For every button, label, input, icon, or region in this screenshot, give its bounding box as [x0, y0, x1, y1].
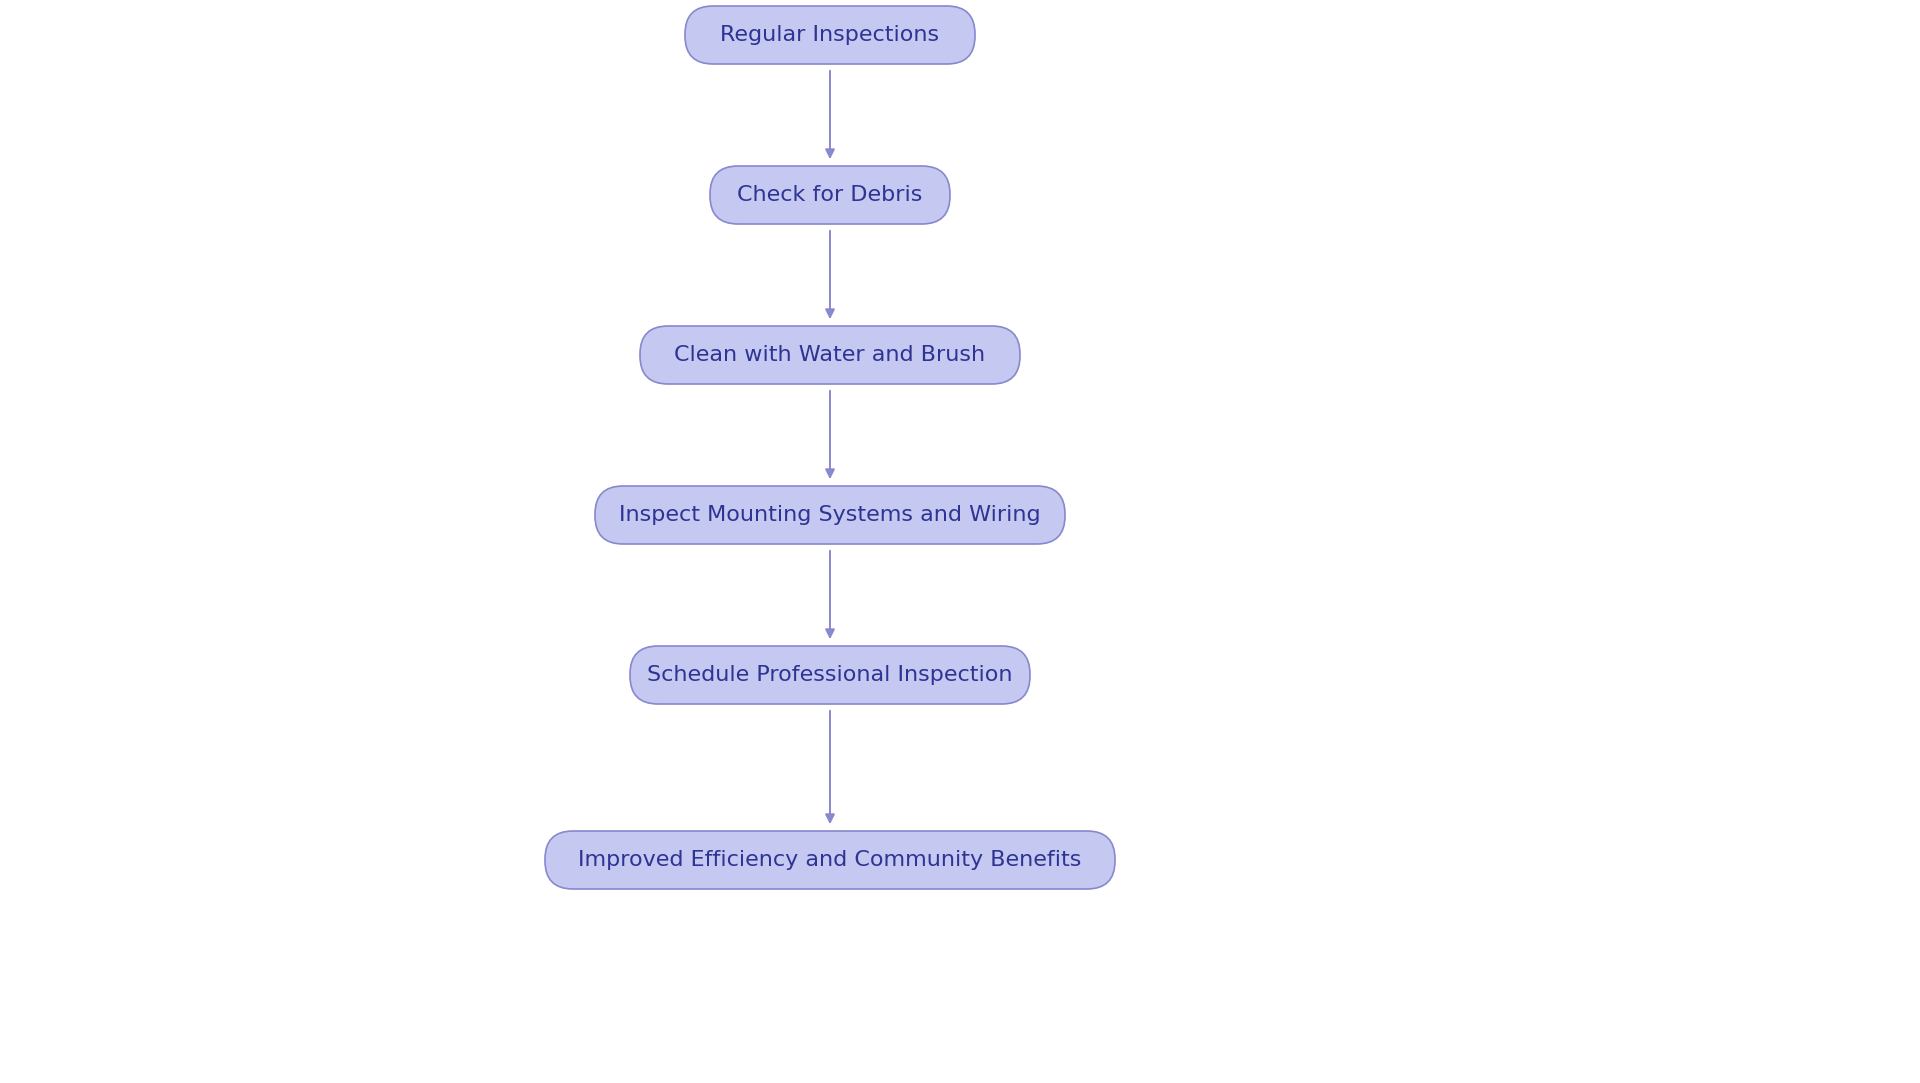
Text: Regular Inspections: Regular Inspections — [720, 25, 939, 45]
FancyBboxPatch shape — [630, 645, 1029, 704]
Text: Inspect Mounting Systems and Wiring: Inspect Mounting Systems and Wiring — [618, 505, 1041, 525]
Text: Clean with Water and Brush: Clean with Water and Brush — [674, 345, 985, 365]
FancyBboxPatch shape — [639, 326, 1020, 384]
FancyBboxPatch shape — [710, 166, 950, 224]
FancyBboxPatch shape — [595, 486, 1066, 544]
FancyBboxPatch shape — [545, 831, 1116, 889]
Text: Check for Debris: Check for Debris — [737, 185, 924, 205]
FancyBboxPatch shape — [685, 6, 975, 64]
Text: Improved Efficiency and Community Benefits: Improved Efficiency and Community Benefi… — [578, 850, 1081, 870]
Text: Schedule Professional Inspection: Schedule Professional Inspection — [647, 665, 1012, 686]
